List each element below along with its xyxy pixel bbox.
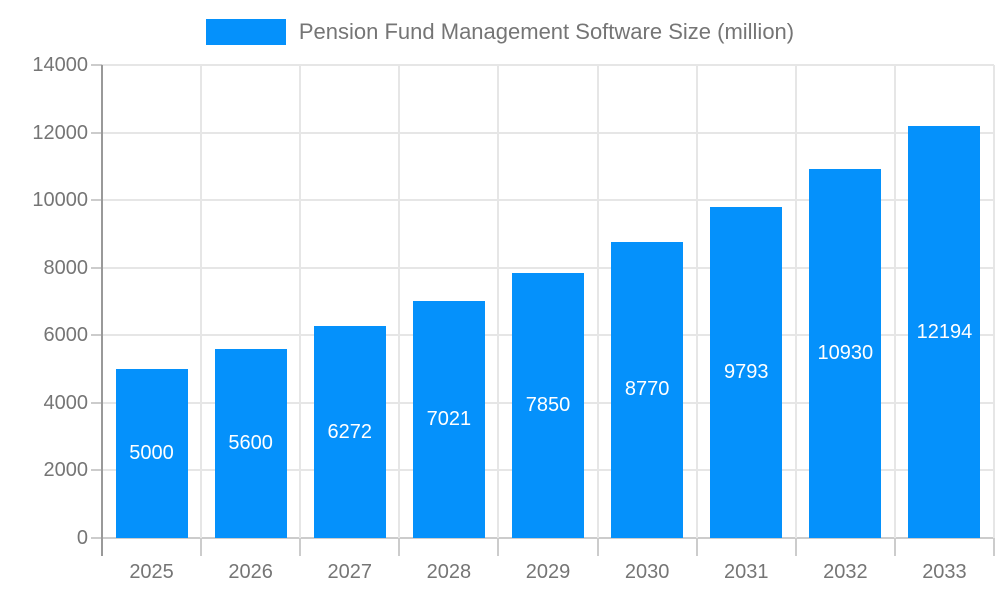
y-axis-line bbox=[101, 65, 103, 556]
y-axis-tick bbox=[91, 469, 102, 472]
y-axis-tick bbox=[91, 199, 102, 202]
bar[interactable]: 10930 bbox=[809, 168, 882, 538]
gridline-vertical bbox=[893, 65, 896, 538]
chart-legend: Pension Fund Management Software Size (m… bbox=[0, 19, 1000, 45]
gridline-horizontal bbox=[102, 199, 994, 202]
bar[interactable]: 8770 bbox=[611, 241, 684, 538]
bar-value-label: 8770 bbox=[624, 378, 670, 401]
bar[interactable]: 6272 bbox=[313, 326, 386, 538]
x-axis-baseline bbox=[102, 537, 994, 539]
y-axis-tick-label: 2000 bbox=[43, 459, 89, 482]
y-axis-tick-label: 0 bbox=[76, 527, 88, 549]
y-axis-tick-label: 6000 bbox=[43, 324, 89, 347]
bar[interactable]: 5600 bbox=[214, 348, 287, 538]
gridline-vertical bbox=[993, 65, 995, 538]
x-axis-tick bbox=[497, 538, 500, 556]
bar-value-label: 5600 bbox=[228, 431, 273, 454]
bar[interactable]: 9793 bbox=[710, 207, 783, 538]
bar-value-label: 6272 bbox=[327, 420, 373, 443]
gridline-horizontal bbox=[102, 131, 994, 134]
x-axis-tick bbox=[993, 538, 995, 556]
legend-series-label: Pension Fund Management Software Size (m… bbox=[298, 19, 795, 44]
bar-value-label: 12194 bbox=[916, 320, 973, 343]
gridline-vertical bbox=[398, 65, 401, 538]
gridline-vertical bbox=[497, 65, 500, 538]
y-axis-tick-label: 10000 bbox=[32, 189, 88, 212]
gridline-vertical bbox=[794, 65, 797, 538]
gridline-vertical bbox=[299, 65, 302, 538]
bar-value-label: 9793 bbox=[723, 361, 769, 384]
bar[interactable]: 5000 bbox=[115, 369, 188, 538]
x-axis-tick-label: 2028 bbox=[426, 561, 472, 583]
y-axis-tick-label: 12000 bbox=[32, 121, 88, 144]
bar-value-label: 10930 bbox=[817, 341, 874, 364]
y-axis-tick bbox=[91, 131, 102, 134]
x-axis-tick-label: 2025 bbox=[129, 561, 174, 583]
y-axis-tick bbox=[91, 64, 102, 66]
bar[interactable]: 7850 bbox=[512, 272, 584, 538]
x-axis-tick bbox=[200, 538, 203, 556]
x-axis-tick-label: 2031 bbox=[723, 561, 769, 583]
gridline-vertical bbox=[596, 65, 599, 538]
y-axis-tick bbox=[91, 266, 102, 269]
x-axis-tick-label: 2032 bbox=[823, 561, 868, 583]
x-axis-tick-label: 2030 bbox=[624, 561, 670, 583]
legend-item[interactable]: Pension Fund Management Software Size (m… bbox=[205, 19, 795, 45]
x-axis-tick bbox=[299, 538, 302, 556]
gridline-horizontal bbox=[102, 64, 994, 66]
gridline-horizontal bbox=[102, 266, 994, 269]
y-axis-tick-label: 14000 bbox=[32, 54, 88, 76]
x-axis-tick bbox=[794, 538, 797, 556]
x-axis-tick bbox=[596, 538, 599, 556]
y-axis-tick-label: 4000 bbox=[43, 391, 89, 414]
x-axis-tick-label: 2033 bbox=[922, 561, 967, 583]
x-axis-tick-label: 2029 bbox=[525, 561, 571, 583]
gridline-vertical bbox=[695, 65, 698, 538]
x-axis-tick-label: 2026 bbox=[228, 561, 273, 583]
bar[interactable]: 7021 bbox=[412, 300, 485, 538]
y-axis-tick bbox=[91, 334, 102, 337]
y-axis-labels: 0 2000 4000 6000 8000 10000 12000 14000 bbox=[0, 54, 89, 549]
y-axis-tick-label: 8000 bbox=[43, 256, 89, 279]
y-axis-tick bbox=[91, 537, 102, 539]
plot-area: 5000 5600 6272 7021 7850 8770 9793 10930 12194 bbox=[91, 64, 995, 556]
x-axis-labels: 2025 2026 2027 2028 2029 2030 2031 2032 2033 bbox=[102, 559, 994, 589]
y-axis-tick bbox=[91, 401, 102, 404]
bar-value-label: 7021 bbox=[426, 407, 472, 430]
legend-color-swatch bbox=[205, 19, 286, 45]
x-axis-tick bbox=[695, 538, 698, 556]
gridline-vertical bbox=[200, 65, 203, 538]
x-axis-tick bbox=[893, 538, 896, 556]
x-axis-tick-label: 2027 bbox=[327, 561, 373, 583]
bar-value-label: 5000 bbox=[129, 442, 174, 465]
x-axis-tick bbox=[398, 538, 401, 556]
bar[interactable]: 12194 bbox=[908, 126, 981, 538]
bar-value-label: 7850 bbox=[525, 393, 571, 416]
